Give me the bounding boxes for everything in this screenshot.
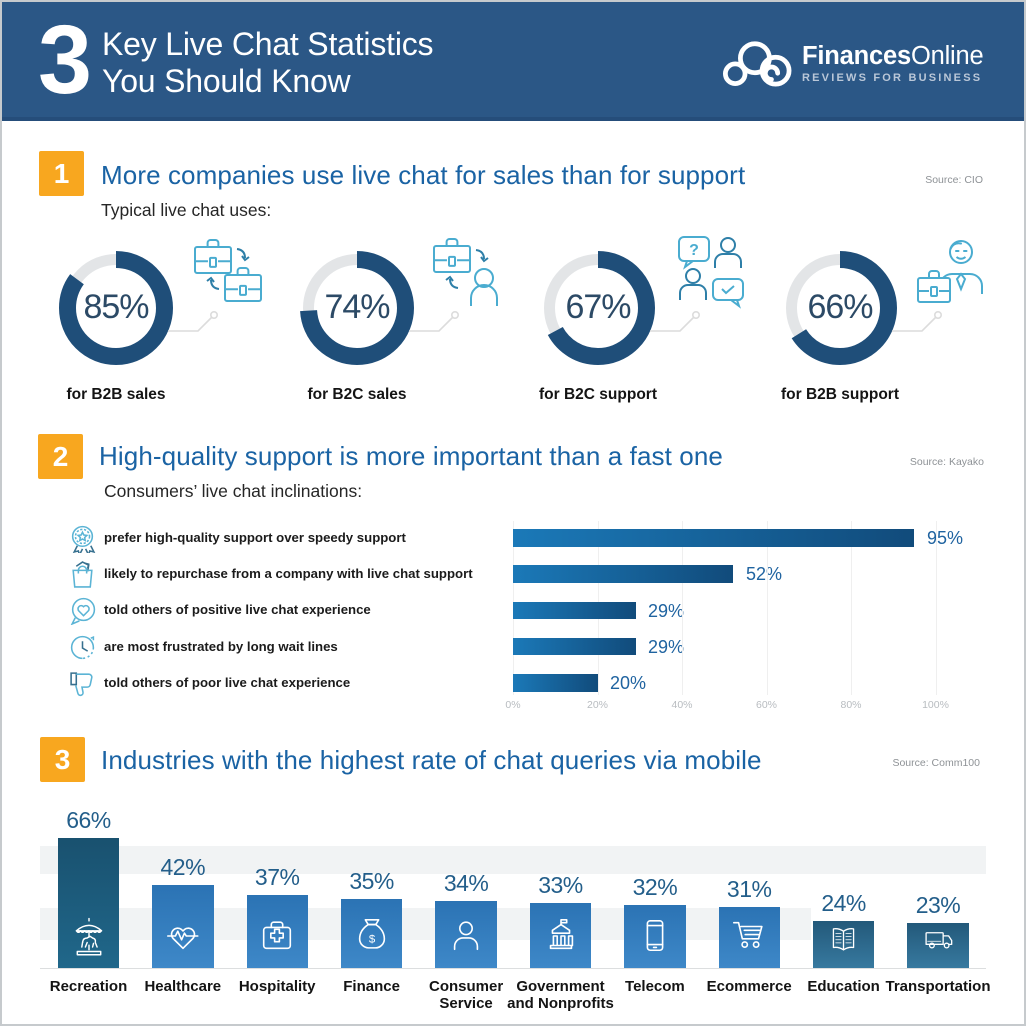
svg-text:?: ?: [689, 242, 699, 259]
svg-text:$: $: [368, 934, 375, 946]
